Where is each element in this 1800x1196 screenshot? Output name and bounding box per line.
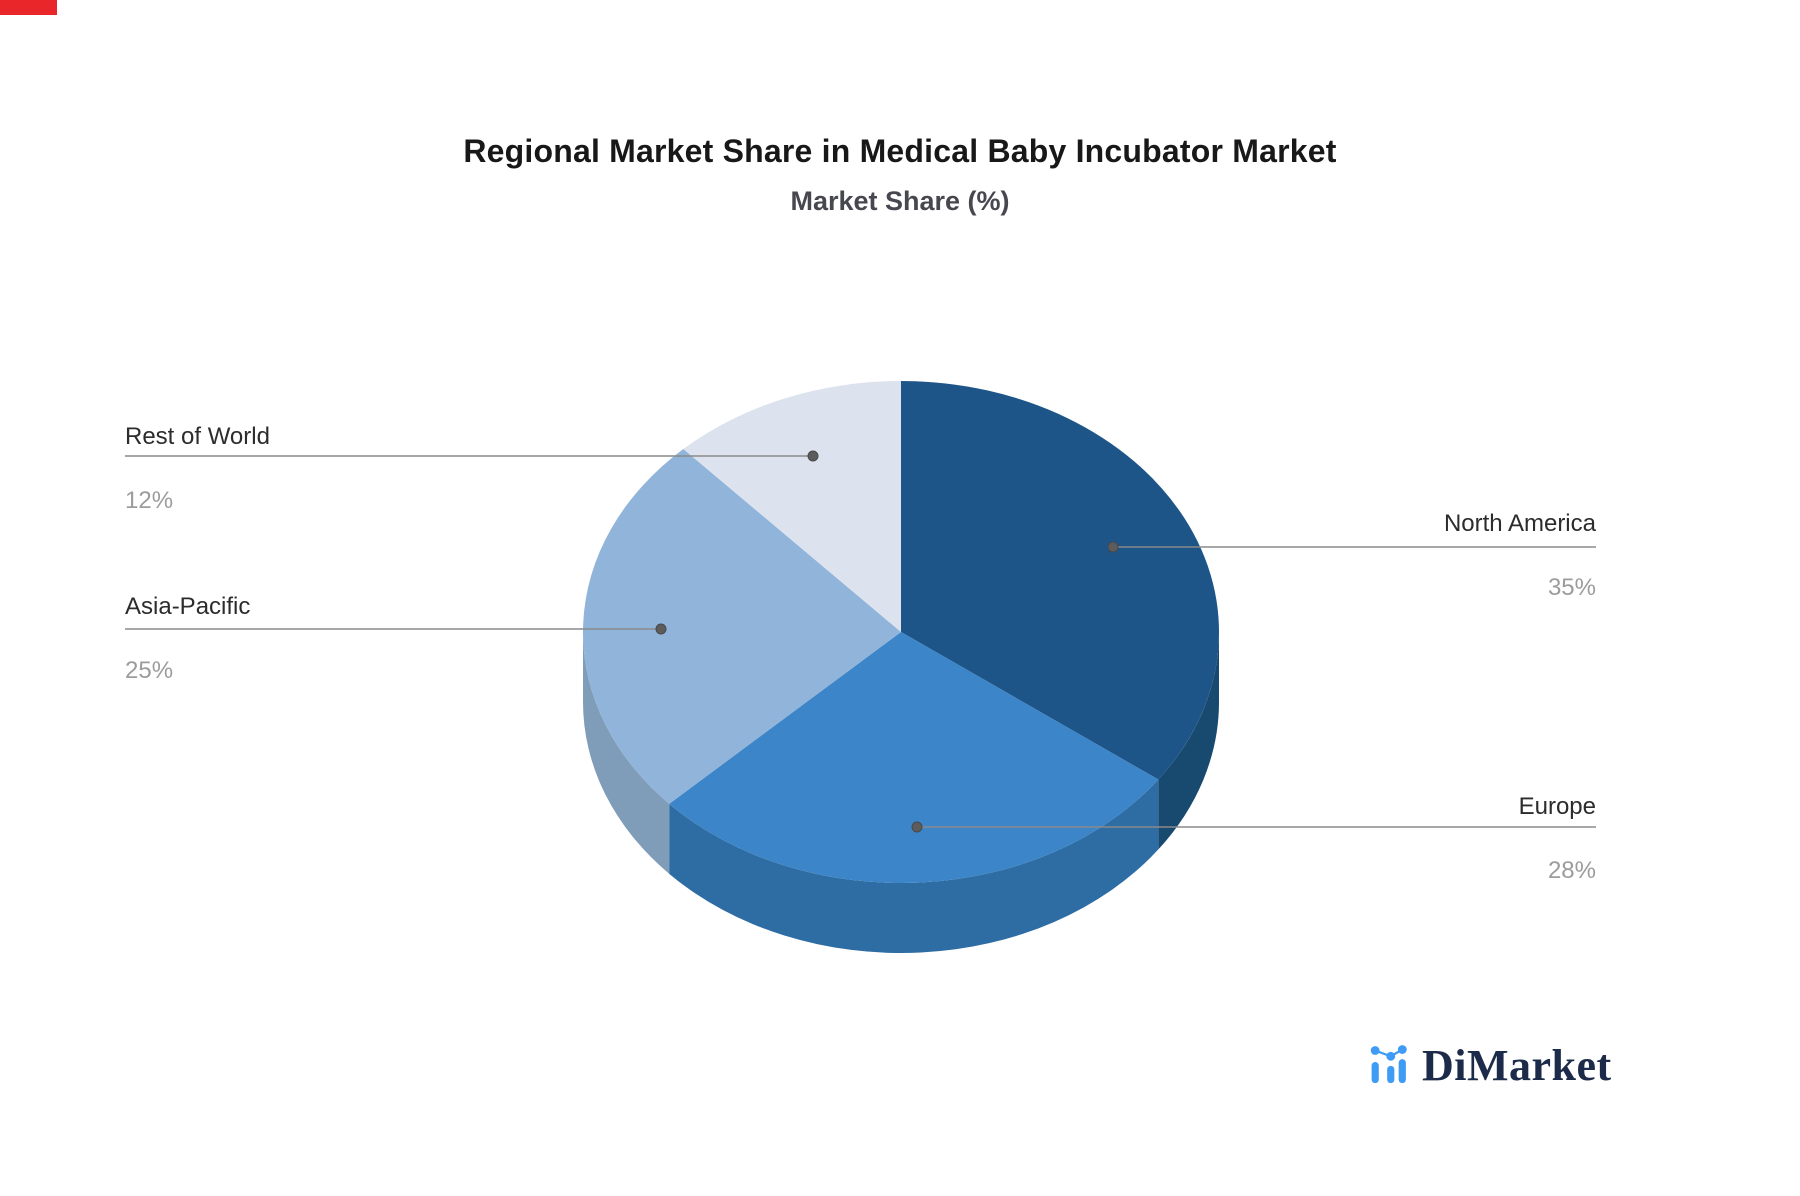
slice-top-north-america[interactable] xyxy=(901,381,1219,780)
slice-side-asia-pacific xyxy=(583,632,670,874)
red-corner-marker xyxy=(0,0,57,15)
slice-label: Rest of World xyxy=(125,423,270,450)
callout-asia-pacific: Asia-Pacific 25% xyxy=(125,593,545,685)
brand-name: DiMarket xyxy=(1422,1041,1612,1090)
slice-side-europe xyxy=(669,779,1159,954)
slice-top-rest-of-world[interactable] xyxy=(683,381,901,632)
slice-top-europe[interactable] xyxy=(669,632,1159,884)
chart-title: Regional Market Share in Medical Baby In… xyxy=(463,133,1337,169)
slice-percent: 35% xyxy=(1547,574,1596,602)
bar-chart-logo-icon xyxy=(1370,1045,1407,1084)
callout-dot-europe xyxy=(911,821,923,833)
slice-label: Asia-Pacific xyxy=(125,593,251,620)
slice-percent: 25% xyxy=(125,657,174,685)
slice-label: Europe xyxy=(1518,793,1596,820)
callout-dot-north-america xyxy=(1107,541,1119,553)
callout-rest-of-world: Rest of World 12% xyxy=(125,423,545,515)
slice-side-north-america xyxy=(1158,632,1219,850)
callout-north-america: North America 35% xyxy=(1176,510,1596,602)
slice-percent: 28% xyxy=(1547,857,1596,885)
slice-label: North America xyxy=(1443,510,1596,537)
dimarket-watermark: DiMarket xyxy=(1362,1038,1612,1088)
callout-dot-rest-of-world xyxy=(807,450,819,462)
slice-top-asia-pacific[interactable] xyxy=(583,449,901,804)
chart-subtitle: Market Share (%) xyxy=(790,186,1010,216)
callout-europe: Europe 28% xyxy=(1176,793,1596,885)
callout-dot-asia-pacific xyxy=(655,623,667,635)
slice-percent: 12% xyxy=(125,487,174,515)
